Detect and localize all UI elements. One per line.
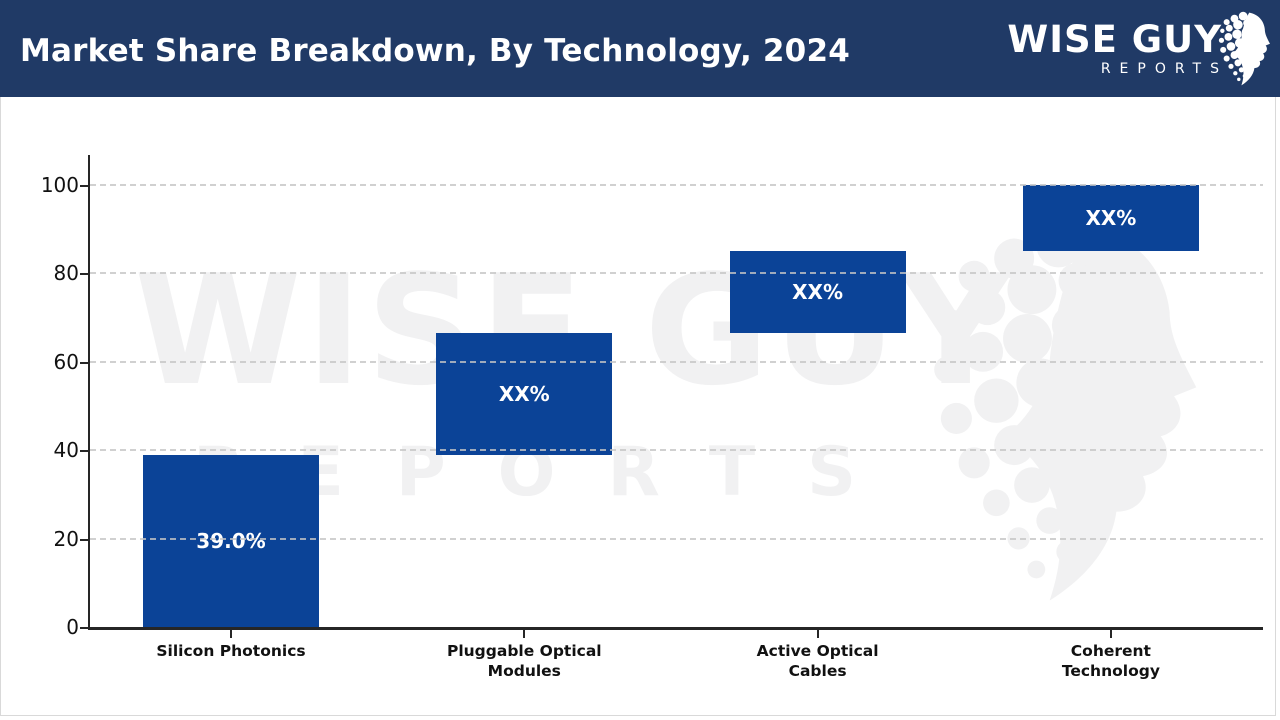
bar-silicon-photonics: 39.0% [143, 454, 319, 627]
x-category-label: Active Optical Cables [756, 642, 879, 681]
bar-pluggable-optical-modules: XX% [436, 333, 613, 455]
bar-active-optical-cables: XX% [729, 251, 906, 334]
brand-name: WISE GUY [1007, 17, 1222, 61]
chart-panel: WISE GUY REPORTS 39.0% XX% XX% XX% 0 20 40 60 80… [0, 97, 1276, 716]
wise-guy-head-icon [1218, 11, 1270, 85]
gridline-40 [90, 449, 1263, 452]
bar-value-label: XX% [1085, 206, 1137, 231]
x-tick-1 [523, 630, 526, 638]
gridline-20 [90, 537, 1263, 540]
x-category-label: Silicon Photonics [156, 642, 306, 660]
y-tick-100 [80, 185, 88, 187]
bar-coherent-technology: XX% [1022, 185, 1199, 252]
y-tick-20 [80, 538, 88, 541]
plot-area: 39.0% XX% XX% XX% 0 20 40 60 80 100 Silicon Photon… [1, 97, 1275, 715]
chart-title: Market Share Breakdown, By Technology, 2… [20, 32, 850, 69]
brand-text: WISE GUY REPORTS [1007, 21, 1222, 77]
x-category-label: Coherent Technology [1061, 642, 1160, 681]
y-axis-line [88, 155, 90, 630]
y-tick-label-80: 80 [53, 261, 79, 286]
x-axis-line [88, 627, 1263, 630]
y-tick-label-60: 60 [53, 349, 79, 374]
brand-subtitle: REPORTS [1100, 60, 1228, 77]
y-tick-80 [80, 273, 88, 276]
y-tick-label-20: 20 [53, 526, 79, 551]
y-tick-label-0: 0 [66, 615, 79, 639]
bar-value-label: 39.0% [196, 528, 266, 553]
bar-value-label: XX% [498, 381, 550, 406]
gridline-100 [90, 184, 1263, 186]
y-tick-0 [80, 627, 88, 629]
x-category-label: Pluggable Optical Modules [446, 642, 602, 681]
y-tick-40 [80, 450, 88, 453]
gridline-80 [90, 272, 1263, 275]
y-tick-60 [80, 361, 88, 364]
x-tick-2 [816, 630, 819, 638]
header-bar: Market Share Breakdown, By Technology, 2… [0, 0, 1280, 97]
x-tick-0 [230, 630, 232, 638]
y-tick-label-100: 100 [40, 173, 79, 197]
bar-value-label: XX% [792, 280, 844, 305]
brand-logo: WISE GUY REPORTS [1007, 11, 1280, 87]
gridline-60 [90, 360, 1263, 363]
y-tick-label-40: 40 [53, 438, 79, 463]
x-tick-3 [1109, 630, 1112, 638]
